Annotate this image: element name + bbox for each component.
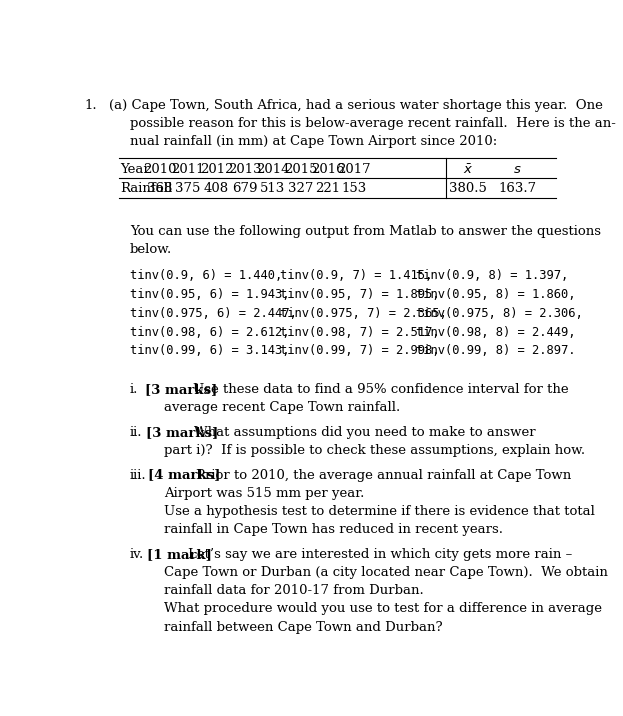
Text: You can use the following output from Matlab to answer the questions: You can use the following output from Ma…	[130, 225, 601, 238]
Text: Cape Town or Durban (a city located near Cape Town).  We obtain: Cape Town or Durban (a city located near…	[164, 566, 607, 579]
Text: tinv(0.99, 7) = 2.998,: tinv(0.99, 7) = 2.998,	[280, 344, 439, 357]
Text: Let’s say we are interested in which city gets more rain –: Let’s say we are interested in which cit…	[188, 548, 572, 561]
Text: i.: i.	[130, 383, 138, 396]
Text: 679: 679	[232, 183, 258, 195]
Text: (a) Cape Town, South Africa, had a serious water shortage this year.  One: (a) Cape Town, South Africa, had a serio…	[109, 99, 603, 112]
Text: tinv(0.99, 8) = 2.897.: tinv(0.99, 8) = 2.897.	[416, 344, 576, 357]
Text: 2013: 2013	[228, 163, 262, 176]
Text: 2012: 2012	[200, 163, 233, 176]
Text: iv.: iv.	[130, 548, 145, 561]
Text: [3 marks]: [3 marks]	[145, 383, 217, 396]
Text: 368: 368	[147, 183, 173, 195]
Text: Prior to 2010, the average annual rainfall at Cape Town: Prior to 2010, the average annual rainfa…	[196, 468, 571, 482]
Text: 153: 153	[341, 183, 367, 195]
Text: Year: Year	[120, 163, 150, 176]
Text: What procedure would you use to test for a difference in average: What procedure would you use to test for…	[164, 602, 602, 615]
Text: What assumptions did you need to make to answer: What assumptions did you need to make to…	[194, 426, 536, 439]
Text: tinv(0.95, 8) = 1.860,: tinv(0.95, 8) = 1.860,	[416, 288, 576, 301]
Text: 2015: 2015	[283, 163, 317, 176]
Text: 2010: 2010	[143, 163, 177, 176]
Text: 327: 327	[288, 183, 313, 195]
Text: 2016: 2016	[311, 163, 345, 176]
Text: tinv(0.95, 6) = 1.943,: tinv(0.95, 6) = 1.943,	[130, 288, 290, 301]
Text: 163.7: 163.7	[498, 183, 536, 195]
Text: Use a hypothesis test to determine if there is evidence that total: Use a hypothesis test to determine if th…	[164, 505, 595, 518]
Text: below.: below.	[130, 243, 173, 256]
Text: tinv(0.98, 7) = 2.517,: tinv(0.98, 7) = 2.517,	[280, 326, 439, 339]
Text: average recent Cape Town rainfall.: average recent Cape Town rainfall.	[164, 401, 400, 415]
Text: possible reason for this is below-average recent rainfall.  Here is the an-: possible reason for this is below-averag…	[130, 117, 616, 130]
Text: rainfall in Cape Town has reduced in recent years.: rainfall in Cape Town has reduced in rec…	[164, 523, 503, 536]
Text: tinv(0.975, 6) = 2.447,: tinv(0.975, 6) = 2.447,	[130, 307, 297, 320]
Text: Airport was 515 mm per year.: Airport was 515 mm per year.	[164, 487, 364, 500]
Text: $s$: $s$	[513, 163, 521, 176]
Text: 375: 375	[175, 183, 201, 195]
Text: [4 marks]: [4 marks]	[148, 468, 221, 482]
Text: 2017: 2017	[337, 163, 371, 176]
Text: iii.: iii.	[130, 468, 146, 482]
Text: 2014: 2014	[256, 163, 290, 176]
Text: tinv(0.98, 8) = 2.449,: tinv(0.98, 8) = 2.449,	[416, 326, 576, 339]
Text: tinv(0.9, 7) = 1.415,: tinv(0.9, 7) = 1.415,	[280, 269, 432, 282]
Text: rainfall between Cape Town and Durban?: rainfall between Cape Town and Durban?	[164, 621, 442, 634]
Text: tinv(0.98, 6) = 2.612,: tinv(0.98, 6) = 2.612,	[130, 326, 290, 339]
Text: 513: 513	[260, 183, 285, 195]
Text: 408: 408	[204, 183, 229, 195]
Text: 1.: 1.	[84, 99, 97, 112]
Text: ii.: ii.	[130, 426, 143, 439]
Text: part i)?  If is possible to check these assumptions, explain how.: part i)? If is possible to check these a…	[164, 444, 585, 457]
Text: Use these data to find a 95% confidence interval for the: Use these data to find a 95% confidence …	[193, 383, 568, 396]
Text: 2011: 2011	[171, 163, 205, 176]
Text: tinv(0.975, 8) = 2.306,: tinv(0.975, 8) = 2.306,	[416, 307, 583, 320]
Text: 380.5: 380.5	[449, 183, 487, 195]
Text: Rainfall: Rainfall	[120, 183, 173, 195]
Text: 221: 221	[315, 183, 341, 195]
Text: tinv(0.95, 7) = 1.895,: tinv(0.95, 7) = 1.895,	[280, 288, 439, 301]
Text: tinv(0.9, 8) = 1.397,: tinv(0.9, 8) = 1.397,	[416, 269, 568, 282]
Text: tinv(0.9, 6) = 1.440,: tinv(0.9, 6) = 1.440,	[130, 269, 282, 282]
Text: tinv(0.975, 7) = 2.365,: tinv(0.975, 7) = 2.365,	[280, 307, 447, 320]
Text: $\bar{x}$: $\bar{x}$	[463, 163, 473, 177]
Text: nual rainfall (in mm) at Cape Town Airport since 2010:: nual rainfall (in mm) at Cape Town Airpo…	[130, 135, 497, 148]
Text: tinv(0.99, 6) = 3.143,: tinv(0.99, 6) = 3.143,	[130, 344, 290, 357]
Text: [1 mark]: [1 mark]	[147, 548, 212, 561]
Text: [3 marks]: [3 marks]	[146, 426, 218, 439]
Text: rainfall data for 2010-17 from Durban.: rainfall data for 2010-17 from Durban.	[164, 584, 424, 597]
